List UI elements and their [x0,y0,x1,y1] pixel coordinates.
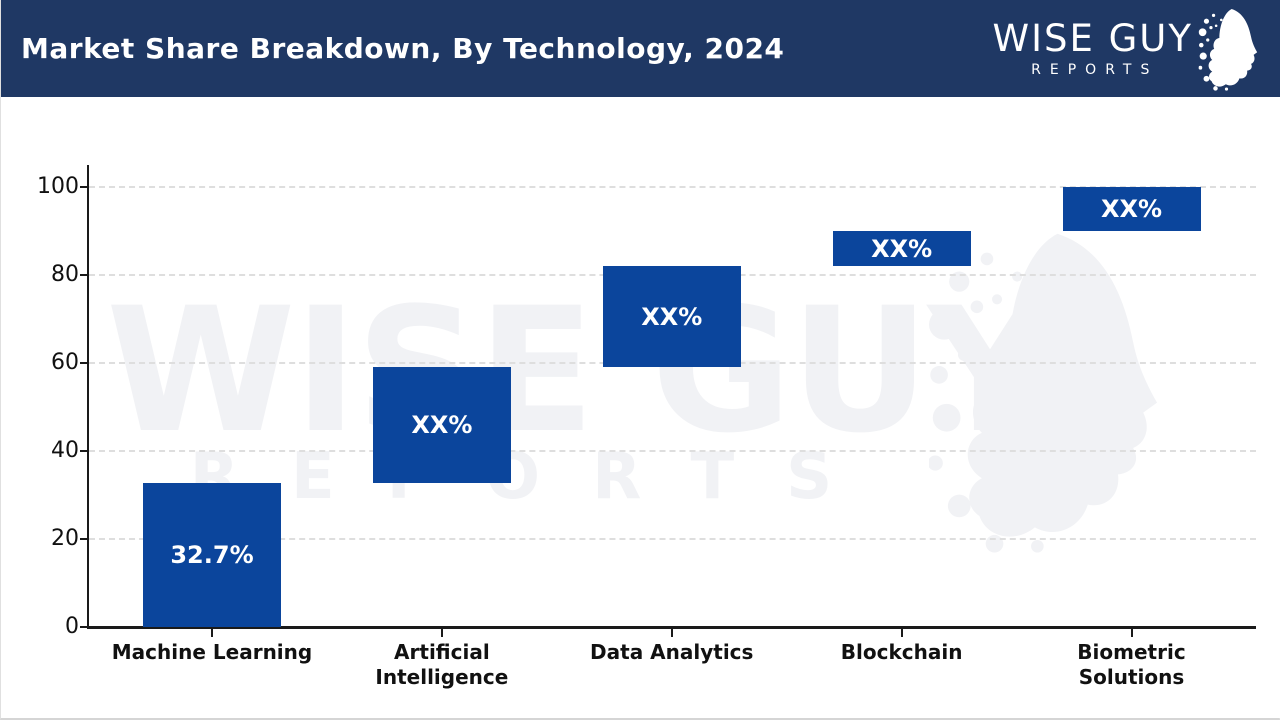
bar-value-label-4: XX% [1100,195,1163,223]
gridline-40 [89,450,1256,452]
y-tick-label-60: 60 [51,350,79,375]
bar-value-label-2: XX% [641,302,703,331]
bar-3 [832,231,971,267]
x-tick-mark-2 [670,629,673,637]
bar-2 [602,266,741,368]
x-axis-line [87,626,1256,629]
y-tick-mark-80 [80,274,87,276]
x-tick-mark-1 [440,629,443,637]
bar-1 [372,367,511,484]
x-tick-mark-3 [900,629,903,637]
category-label-0: Machine Learning [111,640,313,664]
bar-value-label-3: XX% [871,234,933,263]
y-tick-mark-60 [80,362,87,364]
bar-value-label-1: XX% [411,411,473,440]
category-label-4: Biometric Solutions [1077,640,1186,689]
dotted-head-profile-icon [1195,7,1267,91]
header-bar: Market Share Breakdown, By Technology, 2… [1,0,1280,97]
category-label-1: Artificial Intelligence [375,640,509,689]
y-tick-label-80: 80 [51,262,79,287]
y-tick-label-100: 100 [37,174,79,199]
y-tick-mark-20 [80,538,87,540]
bar-value-label-0: 32.7% [170,541,254,570]
logo-text: WISE GUY REPORTS [993,19,1193,79]
logo-subtext: REPORTS [1031,62,1159,78]
bar-4 [1062,187,1201,231]
y-tick-mark-40 [80,450,87,452]
chart-canvas: WISE GUY REPORTS 0 20 40 60 80 100 32.7% Machin… [1,97,1280,718]
x-tick-mark-4 [1130,629,1133,637]
y-tick-mark-100 [80,186,87,188]
y-tick-label-40: 40 [51,438,79,463]
category-label-3: Blockchain [840,640,963,664]
y-tick-label-0: 0 [65,614,79,639]
bar-0 [143,483,281,627]
gridline-100 [89,186,1256,188]
y-tick-label-20: 20 [51,526,79,551]
logo-wordmark: WISE GUY [992,17,1193,60]
wiseguy-logo: WISE GUY REPORTS [993,6,1267,92]
gridline-20 [89,538,1256,540]
page-title: Market Share Breakdown, By Technology, 2… [21,32,785,65]
y-axis-line [87,165,89,629]
x-tick-mark-0 [211,629,213,637]
category-label-2: Data Analytics [590,640,754,664]
y-tick-mark-0 [80,626,87,628]
